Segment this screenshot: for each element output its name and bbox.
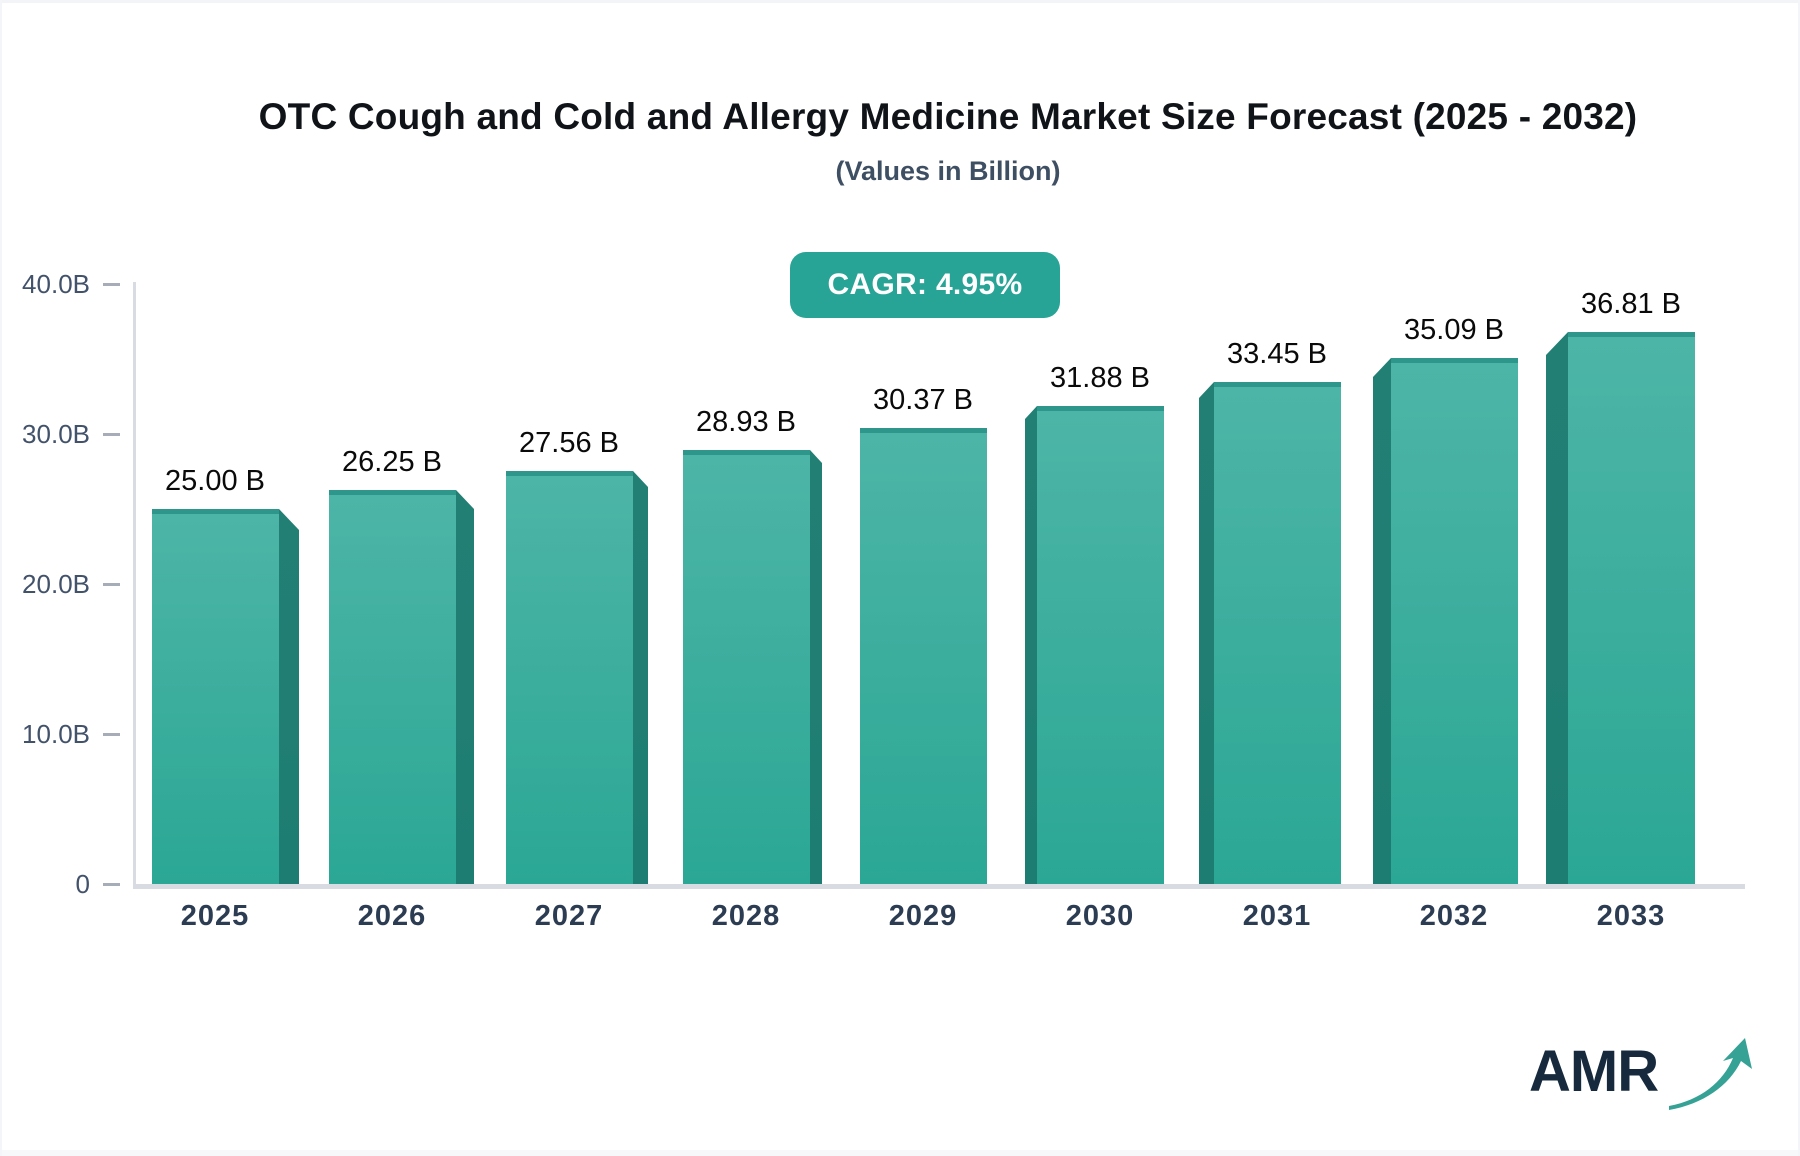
y-tick-mark <box>103 883 120 886</box>
bar-value-label: 35.09 B <box>1404 314 1504 346</box>
x-axis-baseline <box>133 884 1745 889</box>
bar-side-face <box>456 490 474 884</box>
y-tick-label: 40.0B <box>22 269 90 299</box>
bar <box>860 428 987 884</box>
amr-logo: AMR <box>1529 1028 1752 1118</box>
x-tick-label: 2030 <box>1065 900 1135 932</box>
bar-side-face <box>1373 358 1391 884</box>
top-border-strip <box>2 0 1798 3</box>
amr-logo-text: AMR <box>1529 1039 1659 1104</box>
chart-title: OTC Cough and Cold and Allergy Medicine … <box>258 96 1638 137</box>
bar-side-face <box>279 509 299 884</box>
bar <box>329 490 456 884</box>
bar-side-face <box>810 450 822 884</box>
y-tick-label: 10.0B <box>22 719 90 749</box>
bar-side-face <box>633 471 648 884</box>
bar-value-label: 36.81 B <box>1581 288 1681 320</box>
bar-value-label: 31.88 B <box>1050 362 1150 394</box>
x-tick-label: 2025 <box>180 900 250 932</box>
x-tick-label: 2027 <box>534 900 604 932</box>
y-tick-label: 30.0B <box>22 419 90 449</box>
bottom-border-strip <box>2 1150 1798 1156</box>
x-tick-label: 2028 <box>711 900 781 932</box>
bar <box>1037 406 1164 884</box>
y-tick-mark <box>103 433 120 436</box>
x-tick-label: 2026 <box>357 900 427 932</box>
bar-value-label: 28.93 B <box>696 406 796 438</box>
x-tick-label: 2032 <box>1419 900 1489 932</box>
bar-value-label: 27.56 B <box>519 427 619 459</box>
y-axis-line <box>133 282 136 885</box>
chart-subtitle: (Values in Billion) <box>835 156 1061 186</box>
bar-value-label: 25.00 B <box>165 465 265 497</box>
cagr-badge-label: CAGR: 4.95% <box>827 268 1023 301</box>
cagr-badge: CAGR: 4.95% <box>790 252 1060 318</box>
bar <box>1391 358 1518 884</box>
x-tick-label: 2031 <box>1242 900 1312 932</box>
x-tick-label: 2033 <box>1596 900 1666 932</box>
bar-side-face <box>1199 382 1214 884</box>
bar <box>683 450 810 884</box>
bar <box>1568 332 1695 884</box>
bar <box>506 471 633 884</box>
y-tick-mark <box>103 283 120 286</box>
bar <box>152 509 279 884</box>
bar-value-label: 30.37 B <box>873 384 973 416</box>
growth-arrow-icon <box>1669 1038 1752 1110</box>
bar-side-face <box>1025 406 1037 884</box>
x-tick-label: 2029 <box>888 900 958 932</box>
y-tick-label: 20.0B <box>22 569 90 599</box>
y-tick-mark <box>103 733 120 736</box>
y-tick-label: 0 <box>75 869 90 899</box>
bar <box>1214 382 1341 884</box>
y-tick-mark <box>103 583 120 586</box>
bar-side-face <box>1546 332 1568 884</box>
bar-value-label: 33.45 B <box>1227 338 1327 370</box>
bar-value-label: 26.25 B <box>342 446 442 478</box>
